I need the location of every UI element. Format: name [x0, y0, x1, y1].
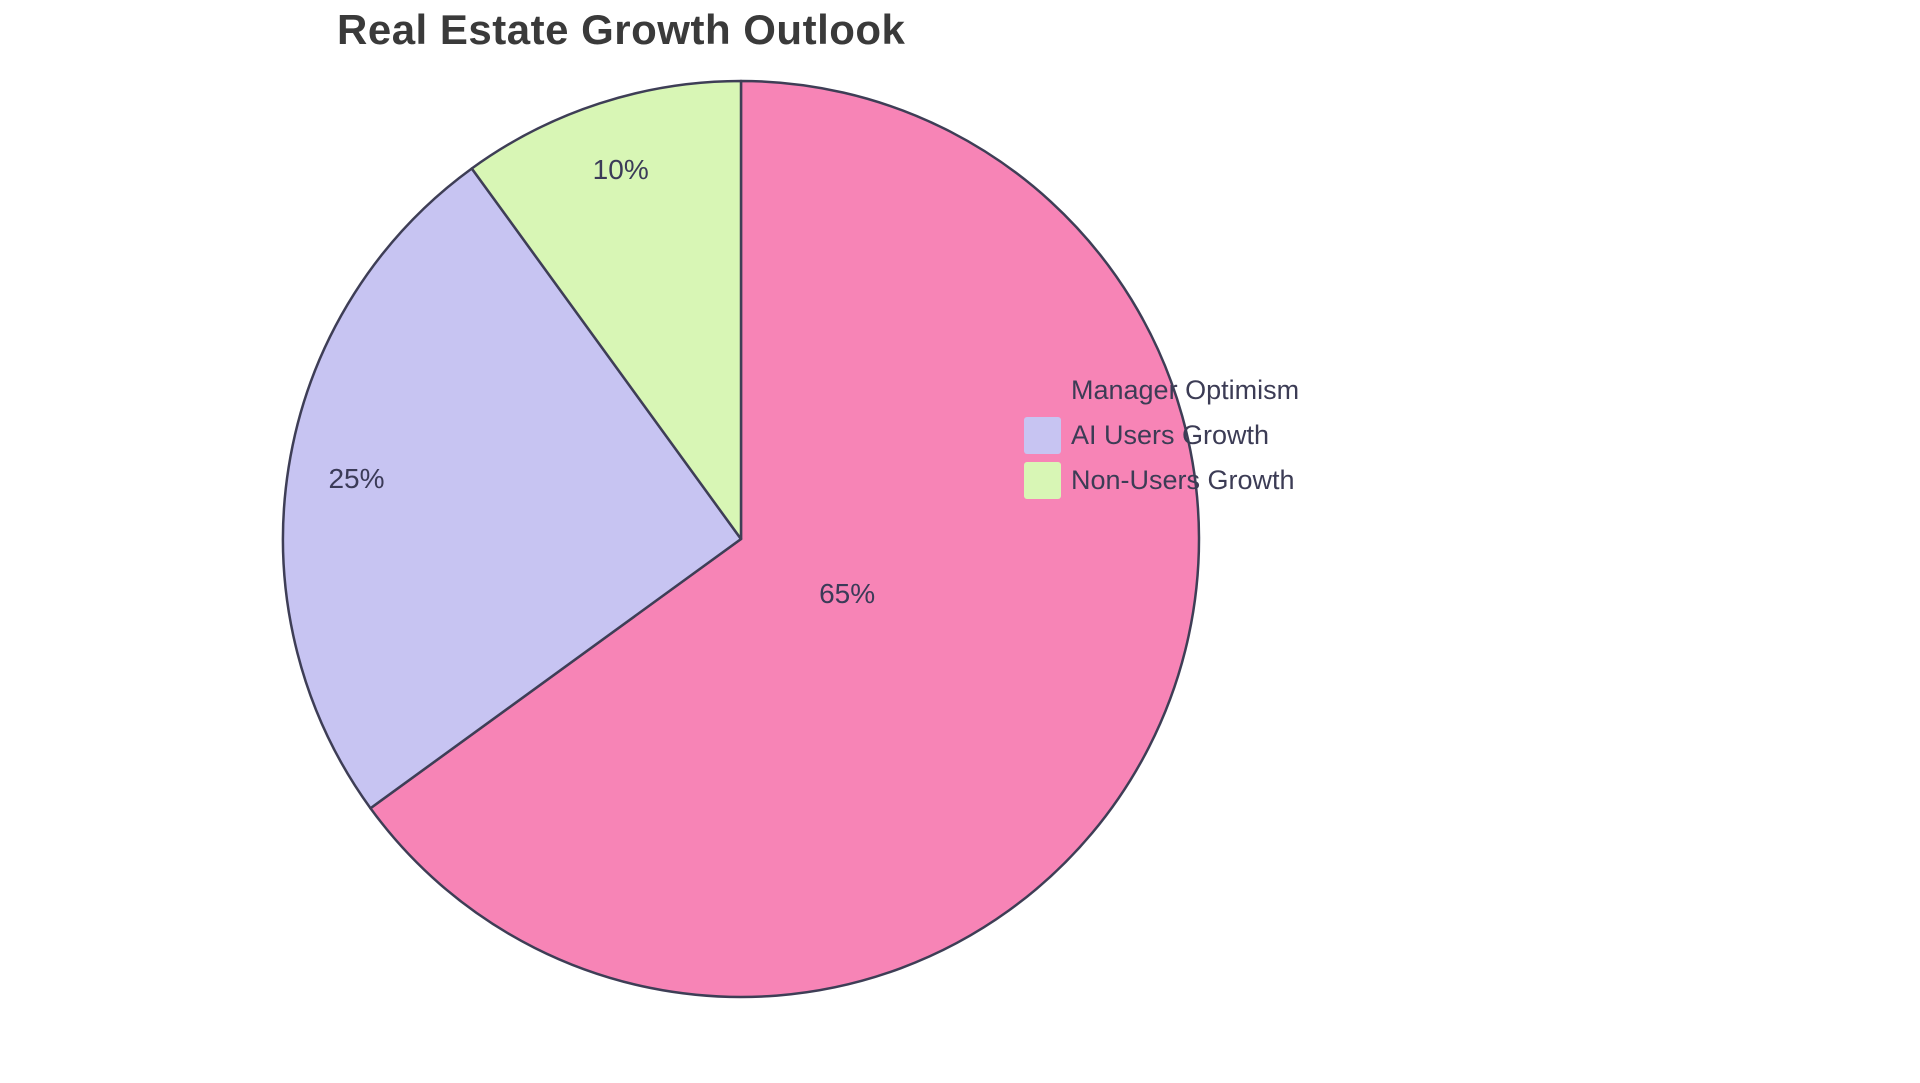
pie-slice-0 — [369, 79, 1201, 999]
chart-legend: Manager Optimism AI Users Growth Non-Use… — [1024, 372, 1299, 499]
pie-slice-label-1: 25% — [328, 463, 384, 494]
legend-label-ai-users-growth: AI Users Growth — [1071, 420, 1270, 450]
legend-item-manager-optimism: Manager Optimism — [1024, 372, 1299, 409]
pie-slice-2 — [470, 79, 743, 541]
pie-slice-label-2: 10% — [593, 154, 649, 185]
legend-swatch-ai-users-growth — [1024, 417, 1061, 454]
chart-title: Real Estate Growth Outlook — [337, 6, 906, 53]
legend-label-manager-optimism: Manager Optimism — [1071, 375, 1300, 405]
legend-swatch-manager-optimism — [1024, 372, 1061, 409]
pie-slice-1 — [281, 167, 743, 810]
legend-item-non-users-growth: Non-Users Growth — [1024, 462, 1299, 499]
pie-slice-label-0: 65% — [819, 578, 875, 609]
legend-swatch-non-users-growth — [1024, 462, 1061, 499]
legend-label-non-users-growth: Non-Users Growth — [1071, 465, 1295, 495]
legend-item-ai-users-growth: AI Users Growth — [1024, 417, 1299, 454]
